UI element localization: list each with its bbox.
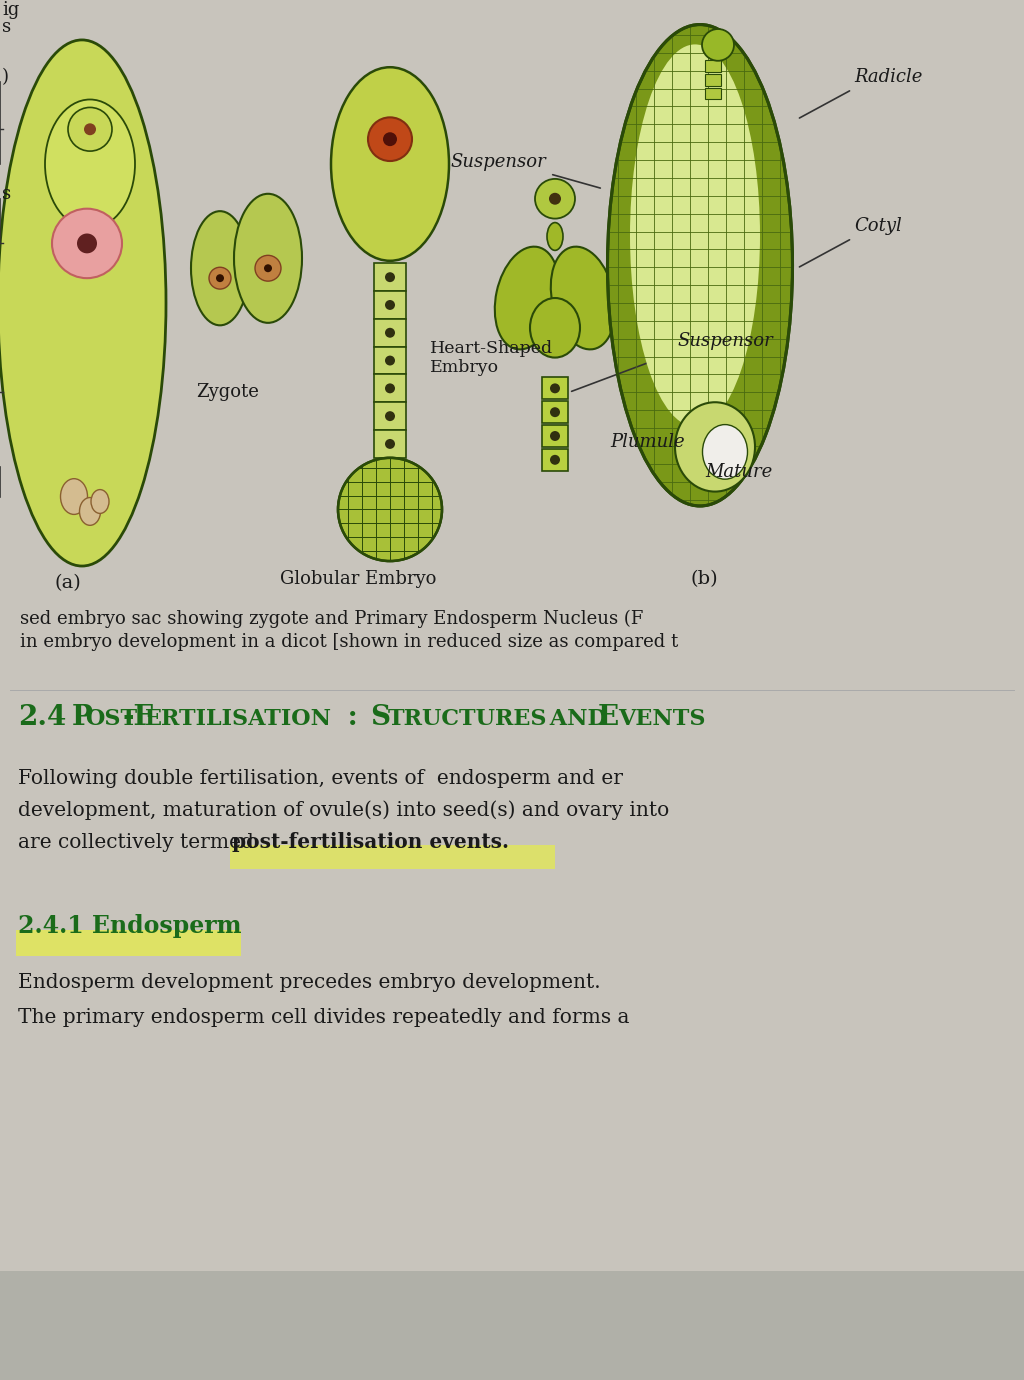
Text: Endosperm development precedes embryo development.: Endosperm development precedes embryo de… — [18, 973, 601, 992]
Bar — [16, 930, 241, 956]
Bar — [542, 377, 568, 399]
Text: Cotyl: Cotyl — [854, 217, 902, 235]
Circle shape — [209, 268, 231, 288]
Text: S: S — [370, 704, 390, 731]
Ellipse shape — [80, 498, 100, 526]
Text: Globular Embryo: Globular Embryo — [280, 570, 436, 588]
Ellipse shape — [675, 402, 755, 491]
Ellipse shape — [191, 211, 249, 326]
Circle shape — [77, 233, 97, 254]
Bar — [374, 291, 406, 319]
Circle shape — [385, 384, 395, 393]
Text: Radicle: Radicle — [854, 68, 923, 86]
Text: development, maturation of ovule(s) into seed(s) and ovary into: development, maturation of ovule(s) into… — [18, 800, 670, 820]
Circle shape — [385, 439, 395, 449]
Ellipse shape — [630, 44, 760, 426]
Bar — [230, 845, 555, 869]
Text: ig: ig — [2, 1, 19, 19]
Ellipse shape — [495, 247, 559, 349]
Bar — [542, 425, 568, 447]
Circle shape — [550, 384, 560, 393]
Bar — [705, 59, 721, 72]
Ellipse shape — [234, 193, 302, 323]
Circle shape — [550, 431, 560, 442]
Bar — [542, 402, 568, 424]
Ellipse shape — [702, 425, 748, 479]
Text: ERTILISATION: ERTILISATION — [145, 708, 332, 730]
Bar — [374, 264, 406, 291]
Text: VENTS: VENTS — [618, 708, 706, 730]
Text: TRUCTURES: TRUCTURES — [388, 708, 548, 730]
Circle shape — [255, 255, 281, 282]
Text: AND: AND — [542, 708, 614, 730]
Text: post-fertilisation events.: post-fertilisation events. — [232, 832, 509, 851]
Text: 2.4: 2.4 — [18, 704, 67, 731]
Circle shape — [385, 411, 395, 421]
Circle shape — [535, 179, 575, 218]
Circle shape — [702, 29, 734, 61]
Bar — [705, 87, 721, 99]
Text: :: : — [338, 704, 368, 731]
Circle shape — [84, 123, 96, 135]
Text: s: s — [2, 185, 11, 203]
Circle shape — [549, 193, 561, 204]
Text: sed embryo sac showing zygote and Primary Endosperm Nucleus (F: sed embryo sac showing zygote and Primar… — [20, 610, 643, 628]
Text: P: P — [72, 704, 93, 731]
Text: Plumule: Plumule — [610, 433, 685, 451]
Circle shape — [368, 117, 412, 161]
Ellipse shape — [547, 222, 563, 250]
Text: The primary endosperm cell divides repeatedly and forms a: The primary endosperm cell divides repea… — [18, 1007, 630, 1027]
Text: Embryo: Embryo — [430, 359, 499, 377]
Bar — [374, 346, 406, 374]
Ellipse shape — [607, 25, 793, 506]
Ellipse shape — [91, 490, 109, 513]
Text: in embryo development in a dicot [shown in reduced size as compared t: in embryo development in a dicot [shown … — [20, 633, 678, 651]
Text: (a): (a) — [54, 574, 81, 592]
Text: Following double fertilisation, events of  endosperm and er: Following double fertilisation, events o… — [18, 770, 623, 788]
Circle shape — [550, 407, 560, 417]
Bar — [542, 448, 568, 471]
Bar — [374, 374, 406, 402]
Text: are collectively termed: are collectively termed — [18, 834, 260, 851]
Text: Suspensor: Suspensor — [450, 153, 546, 171]
Ellipse shape — [45, 99, 135, 229]
Ellipse shape — [60, 479, 87, 515]
Bar — [0, 1271, 1024, 1380]
Circle shape — [383, 132, 397, 146]
Text: Zygote: Zygote — [197, 384, 259, 402]
Ellipse shape — [551, 247, 615, 349]
Circle shape — [338, 458, 442, 562]
Circle shape — [52, 208, 122, 279]
Circle shape — [264, 264, 272, 272]
Ellipse shape — [331, 68, 449, 261]
Circle shape — [385, 328, 395, 338]
Bar — [705, 73, 721, 86]
Text: Mature: Mature — [705, 462, 772, 480]
Circle shape — [385, 272, 395, 282]
Circle shape — [216, 275, 224, 282]
Text: Heart-Shaped: Heart-Shaped — [430, 339, 553, 356]
Bar — [374, 402, 406, 431]
Text: E: E — [598, 704, 620, 731]
Text: (b): (b) — [690, 570, 718, 588]
Text: OST: OST — [85, 708, 137, 730]
Text: 2.4.1 Endosperm: 2.4.1 Endosperm — [18, 915, 242, 938]
Text: s: s — [2, 18, 11, 36]
Text: Suspensor: Suspensor — [677, 331, 773, 349]
Ellipse shape — [530, 298, 580, 357]
Circle shape — [68, 108, 112, 150]
Circle shape — [550, 455, 560, 465]
Bar — [374, 319, 406, 346]
Text: ): ) — [2, 68, 9, 86]
Text: -F: -F — [122, 704, 154, 731]
Circle shape — [385, 299, 395, 310]
Circle shape — [385, 356, 395, 366]
Ellipse shape — [0, 40, 166, 566]
Bar — [374, 431, 406, 458]
